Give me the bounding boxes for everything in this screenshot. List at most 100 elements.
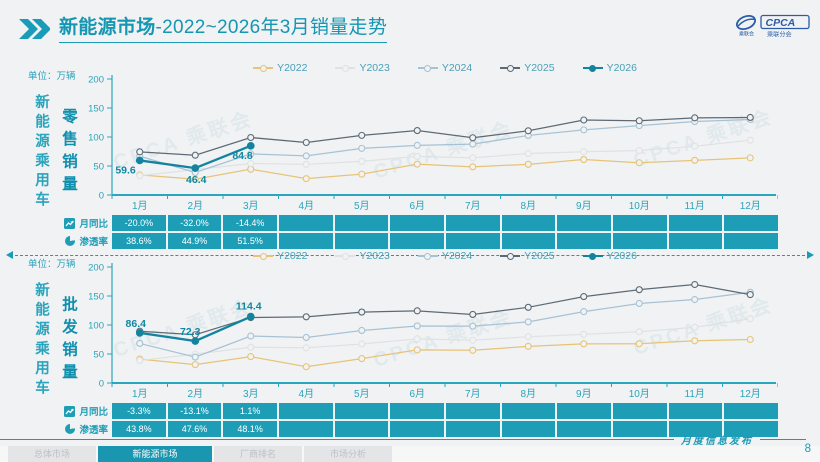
- legend-marker-icon: [582, 252, 603, 260]
- data-label: 86.4: [126, 318, 147, 330]
- series-Y2025: [136, 280, 754, 339]
- table-cell: [557, 403, 611, 419]
- legend-marker-icon: [253, 64, 274, 72]
- legend-marker-icon: [335, 252, 356, 260]
- svg-text:200: 200: [88, 263, 104, 274]
- cpca-logo: 乘联会 CPCA 乘联分会: [734, 12, 812, 44]
- table-cell: 38.6%: [112, 233, 166, 249]
- page-title-strong: 新能源市场: [59, 17, 156, 38]
- table-cell: [724, 421, 778, 437]
- legend-label: Y2024: [441, 62, 473, 74]
- footer-line: [0, 439, 674, 440]
- table-cell: 1.1%: [223, 403, 277, 419]
- yoy-cells: -20.0% -32.0% -14.4%: [112, 215, 778, 231]
- wholesale-section: CPCA 乘联会 CPCA 乘联会 CPCA 乘联会 单位：万辆 新能源乘用车 …: [0, 242, 820, 438]
- table-cell: [279, 421, 333, 437]
- table-cell: [501, 421, 556, 437]
- table-cell: [613, 233, 667, 249]
- table-cell: [613, 421, 667, 437]
- legend-marker-icon: [582, 64, 603, 72]
- series-Y2026: [135, 312, 255, 345]
- table-cell: [501, 215, 556, 231]
- month-label: 4月: [298, 201, 315, 212]
- unit-label: 单位：万辆: [28, 259, 76, 270]
- table-cell: -14.4%: [223, 215, 277, 231]
- month-label: 11月: [684, 389, 705, 400]
- table-cell: 48.1%: [223, 421, 277, 437]
- tab-新能源市场[interactable]: 新能源市场: [98, 446, 212, 462]
- table-cell: [334, 403, 389, 419]
- series-Y2022: [136, 154, 754, 183]
- table-cell: [446, 421, 500, 437]
- page-number: 8: [804, 443, 811, 455]
- legend-marker-icon: [500, 252, 521, 260]
- section-tabs: 总体市场 新能源市场 厂商排名 市场分析: [0, 446, 820, 462]
- header: 新能源市场-2022~2026年3月销量走势: [18, 12, 388, 43]
- pie-icon: [65, 236, 76, 246]
- month-label: 12月: [739, 389, 761, 400]
- page-title: 新能源市场-2022~2026年3月销量走势: [59, 12, 388, 43]
- table-cell: -20.0%: [112, 215, 166, 231]
- table-cell: 47.6%: [167, 421, 222, 437]
- series-Y2025: [136, 113, 754, 159]
- arrow-left-icon: [6, 251, 13, 259]
- table-cell: -13.1%: [167, 403, 222, 419]
- table-cell: [668, 233, 723, 249]
- legend-item-Y2025: Y2025: [500, 250, 555, 262]
- data-label: 46.4: [186, 174, 207, 186]
- legend-marker-icon: [417, 252, 438, 260]
- series-Y2022: [136, 335, 754, 371]
- svg-text:200: 200: [88, 75, 104, 86]
- month-label: 5月: [353, 389, 370, 400]
- table-cell: [390, 421, 444, 437]
- logo-text: CPCA: [766, 17, 796, 29]
- table-cell: [613, 403, 667, 419]
- month-label: 7月: [464, 389, 481, 400]
- trend-icon: [64, 405, 76, 417]
- table-cell: [557, 233, 611, 249]
- data-label: 114.4: [236, 301, 262, 313]
- month-label: 4月: [298, 389, 315, 400]
- metric-label-wholesale: 批发销量: [60, 296, 77, 386]
- legend-label: Y2026: [606, 250, 637, 262]
- unit-label: 单位：万辆: [28, 71, 76, 82]
- legend-label: Y2026: [606, 62, 637, 74]
- legend-item-Y2023: Y2023: [335, 62, 390, 74]
- table-cell: [390, 403, 444, 419]
- tab-市场分析[interactable]: 市场分析: [304, 446, 392, 462]
- tab-总体市场[interactable]: 总体市场: [8, 446, 96, 462]
- table-cell: -32.0%: [167, 215, 222, 231]
- month-label: 10月: [628, 201, 650, 212]
- month-label: 3月: [242, 389, 259, 400]
- month-axis: 1月 2月 3月 4月 5月 6月 7月 8月 9月 10月 11月 12月: [112, 388, 778, 401]
- month-label: 6月: [409, 201, 426, 212]
- svg-text:100: 100: [88, 133, 104, 144]
- legend-marker-icon: [253, 252, 274, 260]
- cpca-swoosh-icon: [736, 14, 756, 31]
- data-label: 72.3: [180, 326, 201, 338]
- table-cell: [446, 215, 500, 231]
- table-cell: [724, 403, 778, 419]
- legend-item-Y2025: Y2025: [500, 62, 555, 74]
- table-cell: [557, 215, 611, 231]
- penetration-row: 渗透率 38.6% 44.9% 51.5%: [0, 233, 820, 249]
- table-cell: [334, 233, 389, 249]
- retail-legend: Y2022 Y2023 Y2024 Y2025 Y2026: [112, 62, 778, 74]
- month-label: 6月: [409, 389, 426, 400]
- table-cell: [279, 233, 333, 249]
- series-Y2026: [135, 141, 255, 172]
- yoy-row-label: 月同比: [0, 215, 108, 231]
- page-title-rest: -2022~2026年3月销量走势: [155, 17, 388, 38]
- series-Y2023: [136, 136, 754, 180]
- penetration-label-text: 渗透率: [79, 425, 108, 436]
- table-cell: [390, 215, 444, 231]
- footer-caption: 月度信息发布: [681, 436, 753, 447]
- table-cell: [668, 215, 723, 231]
- series-Y2023: [136, 315, 754, 364]
- tab-厂商排名[interactable]: 厂商排名: [214, 446, 302, 462]
- yoy-label-text: 月同比: [79, 219, 108, 230]
- month-label: 10月: [628, 389, 650, 400]
- svg-text:150: 150: [88, 292, 104, 303]
- table-cell: [724, 215, 778, 231]
- table-cell: [501, 403, 556, 419]
